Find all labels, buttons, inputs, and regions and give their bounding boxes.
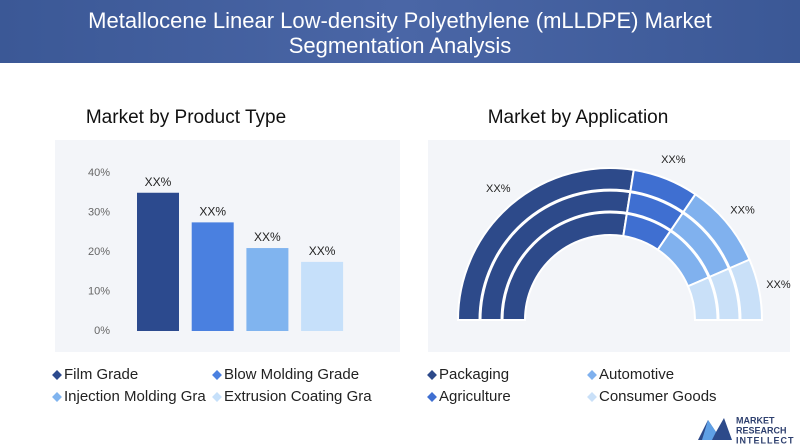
bar <box>191 222 234 331</box>
logo-mark <box>702 420 716 440</box>
legend-label: Extrusion Coating Gra <box>224 388 372 405</box>
chart-title: Market by Product Type <box>86 107 286 128</box>
legend-label: Blow Molding Grade <box>224 366 359 383</box>
bar <box>246 248 289 331</box>
ring-separator <box>478 188 742 321</box>
legend-marker <box>212 392 222 402</box>
legend-marker <box>427 370 437 380</box>
data-label: XX% <box>254 230 281 244</box>
data-label: XX% <box>309 244 336 258</box>
legend-label: Agriculture <box>439 388 511 405</box>
legend-marker <box>427 392 437 402</box>
y-tick-label: 0% <box>94 325 110 337</box>
logo-text: RESEARCH <box>736 425 787 435</box>
legend-label: Packaging <box>439 366 509 383</box>
bar <box>301 261 344 331</box>
page-title: Metallocene Linear Low-density Polyethyl… <box>88 8 712 33</box>
legend-label: Consumer Goods <box>599 388 717 405</box>
y-tick-label: 10% <box>88 285 110 297</box>
y-tick-label: 30% <box>88 206 110 218</box>
header-band <box>0 0 800 63</box>
data-label: XX% <box>199 205 226 219</box>
data-label: XX% <box>486 183 511 195</box>
logo-text: MARKET <box>736 415 775 425</box>
bar <box>137 192 179 331</box>
chart-title: Market by Application <box>488 107 669 128</box>
logo: MARKET RESEARCH INTELLECT <box>698 415 795 445</box>
legend-marker <box>587 392 597 402</box>
y-tick-label: 40% <box>88 167 110 179</box>
ring-separator <box>500 210 720 321</box>
legend-label: Injection Molding Gra <box>64 388 206 405</box>
data-label: XX% <box>661 154 686 166</box>
legend-marker <box>587 370 597 380</box>
legend-label: Film Grade <box>64 366 138 383</box>
logo-text: INTELLECT <box>736 435 795 445</box>
donut-segment <box>686 258 764 321</box>
donut-segment <box>456 167 635 321</box>
data-label: XX% <box>766 279 791 291</box>
y-tick-label: 20% <box>88 246 110 258</box>
data-label: XX% <box>730 204 755 216</box>
legend-label: Automotive <box>599 366 674 383</box>
legend-marker <box>212 370 222 380</box>
data-label: XX% <box>145 175 172 189</box>
page-title: Segmentation Analysis <box>289 33 512 58</box>
